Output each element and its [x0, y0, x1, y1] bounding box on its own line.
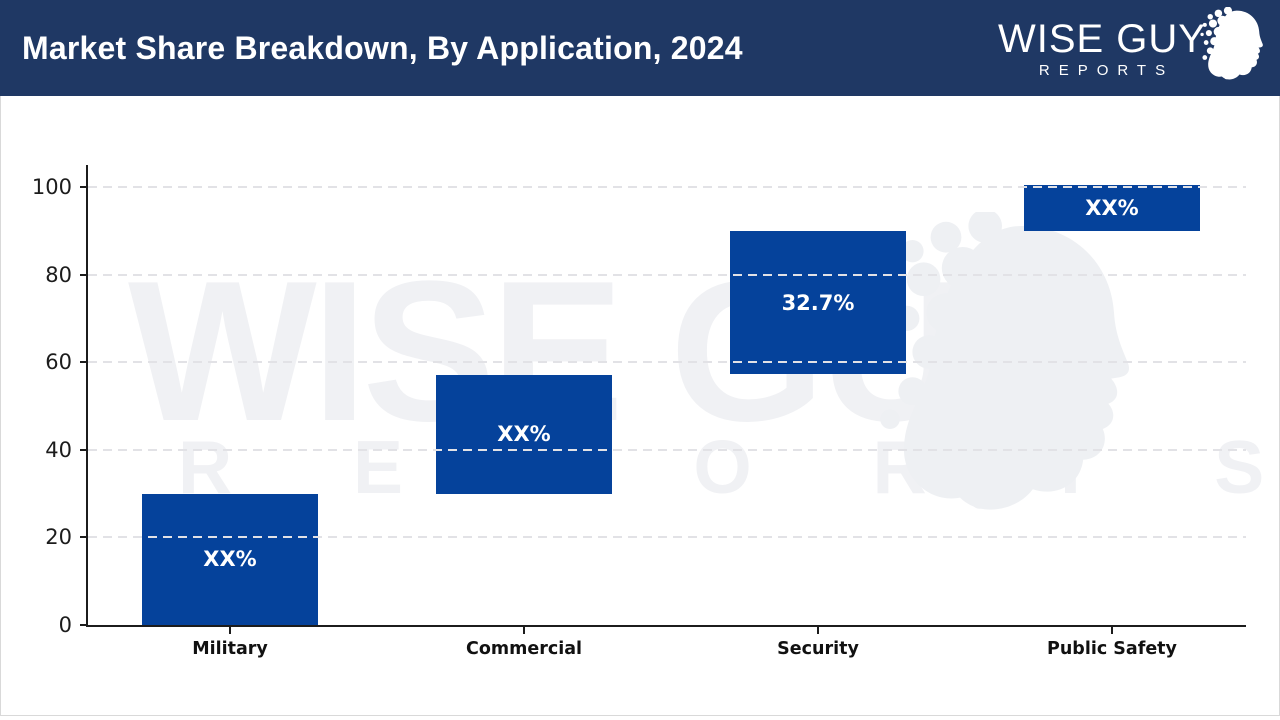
- gridline-40: [88, 448, 1246, 451]
- bar-commercial: [436, 374, 612, 494]
- gridline-20: [88, 536, 1246, 539]
- page-title: Market Share Breakdown, By Application, …: [22, 29, 743, 66]
- x-axis-tick: [817, 627, 819, 634]
- y-axis-tick-label: 100: [31, 175, 72, 199]
- y-axis-tick: [80, 361, 87, 364]
- gridline-60: [88, 361, 1246, 364]
- y-axis-tick: [80, 273, 87, 276]
- bar-value-label-commercial: XX%: [497, 422, 551, 446]
- bar-security: [730, 231, 906, 375]
- gridline-100: [88, 186, 1246, 188]
- y-axis-tick-label: 80: [45, 262, 72, 287]
- bar-military: [142, 493, 318, 625]
- bar-value-label-military: XX%: [203, 547, 257, 572]
- y-axis-tick: [80, 186, 87, 188]
- y-axis-tick-label: 40: [45, 437, 72, 462]
- x-axis-tick: [229, 627, 231, 634]
- x-axis-tick: [1111, 627, 1113, 634]
- logo-text: WISE GUY REPORTS: [998, 19, 1206, 78]
- logo-subtitle: REPORTS: [1038, 61, 1175, 79]
- x-axis-line: [86, 625, 1246, 627]
- x-axis-tick: [523, 627, 525, 634]
- gridline-80: [88, 273, 1246, 276]
- x-category-label-military: Military: [192, 639, 268, 659]
- y-axis-tick-label: 60: [45, 350, 72, 375]
- y-axis-tick: [80, 624, 87, 626]
- bar-value-label-security: 32.7%: [781, 290, 855, 315]
- x-category-label-public-safety: Public Safety: [1047, 639, 1177, 659]
- wise-guy-logo: WISE GUY REPORTS: [998, 7, 1280, 89]
- y-axis-tick-label: 0: [58, 613, 72, 637]
- bar-public-safety: [1024, 185, 1200, 232]
- x-category-label-security: Security: [777, 639, 859, 659]
- y-axis-tick-label: 20: [45, 525, 72, 550]
- y-axis-tick: [80, 536, 87, 539]
- bar-value-label-public-safety: XX%: [1085, 196, 1139, 221]
- x-category-label-commercial: Commercial: [465, 639, 582, 659]
- face-profile-icon: [1200, 7, 1263, 80]
- y-axis-tick: [80, 448, 87, 451]
- logo-name: WISE GUY: [997, 16, 1206, 61]
- header-bar: Market Share Breakdown, By Application, …: [0, 0, 1280, 96]
- y-axis-line: [86, 165, 88, 627]
